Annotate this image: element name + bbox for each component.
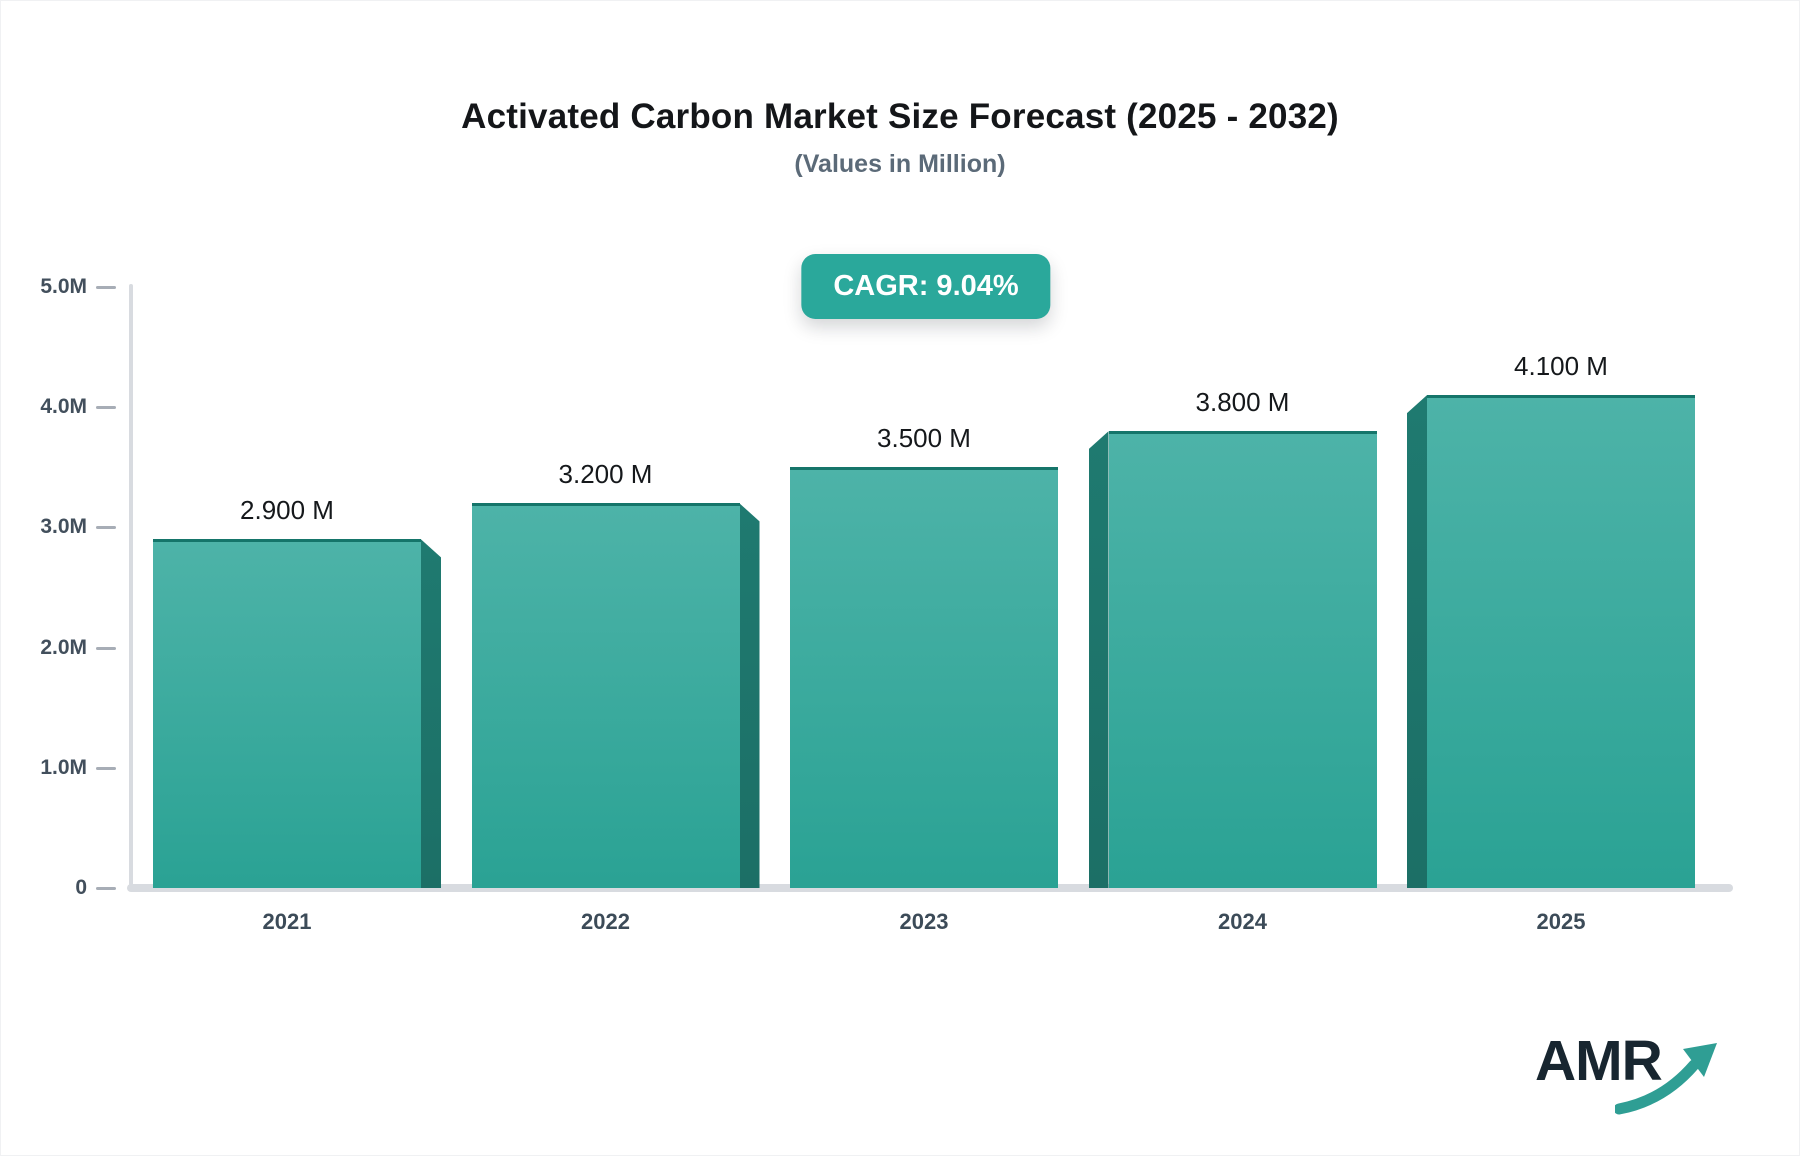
y-tick-mark xyxy=(96,526,116,530)
x-axis-label-2025: 2025 xyxy=(1536,909,1586,934)
x-axis-label-2022: 2022 xyxy=(581,909,630,934)
bar-value-label-2025: 4.100 M xyxy=(1514,351,1608,382)
y-tick-label: 5.0M xyxy=(40,275,87,298)
amr-logo-text: AMR xyxy=(1535,1029,1663,1093)
y-tick-label: 3.0M xyxy=(40,515,87,539)
bar-2025 xyxy=(1427,395,1695,888)
amr-logo: AMR xyxy=(1535,1033,1735,1123)
y-tick-label: 0 xyxy=(75,876,87,899)
y-tick-label: 4.0M xyxy=(40,395,87,419)
bar-2021 xyxy=(153,539,421,888)
bar-value-label-2023: 3.500 M xyxy=(877,423,971,454)
bar-value-label-2021: 2.900 M xyxy=(240,495,334,526)
y-tick-mark xyxy=(96,766,116,770)
y-axis-line xyxy=(129,284,133,886)
bar-2024 xyxy=(1108,431,1377,888)
x-axis-label-2024: 2024 xyxy=(1218,909,1267,934)
x-axis-label-2023: 2023 xyxy=(899,909,949,934)
y-tick-label: 1.0M xyxy=(40,755,87,779)
chart-title: Activated Carbon Market Size Forecast (2… xyxy=(461,97,1339,136)
x-axis-label-2021: 2021 xyxy=(262,909,312,934)
bar-3d-side-2022 xyxy=(739,503,760,888)
chart-subtitle: (Values in Million) xyxy=(794,150,1006,178)
y-tick-mark xyxy=(96,406,116,410)
bar-value-label-2024: 3.800 M xyxy=(1195,387,1290,418)
x-axis-line xyxy=(127,884,1733,892)
y-tick-mark xyxy=(96,286,116,289)
trend-arrow-icon xyxy=(1615,1043,1717,1115)
y-tick-mark xyxy=(96,887,116,890)
bar-2022 xyxy=(471,503,740,888)
bar-3d-side-2025 xyxy=(1407,395,1427,888)
y-tick-label: 2.0M xyxy=(40,635,87,659)
cagr-badge: CAGR: 9.04% xyxy=(801,254,1051,319)
bar-3d-side-2024 xyxy=(1088,431,1109,888)
bar-2023 xyxy=(790,467,1058,888)
bar-3d-side-2021 xyxy=(421,539,441,888)
bar-value-label-2022: 3.200 M xyxy=(558,459,653,490)
y-tick-mark xyxy=(96,646,116,650)
